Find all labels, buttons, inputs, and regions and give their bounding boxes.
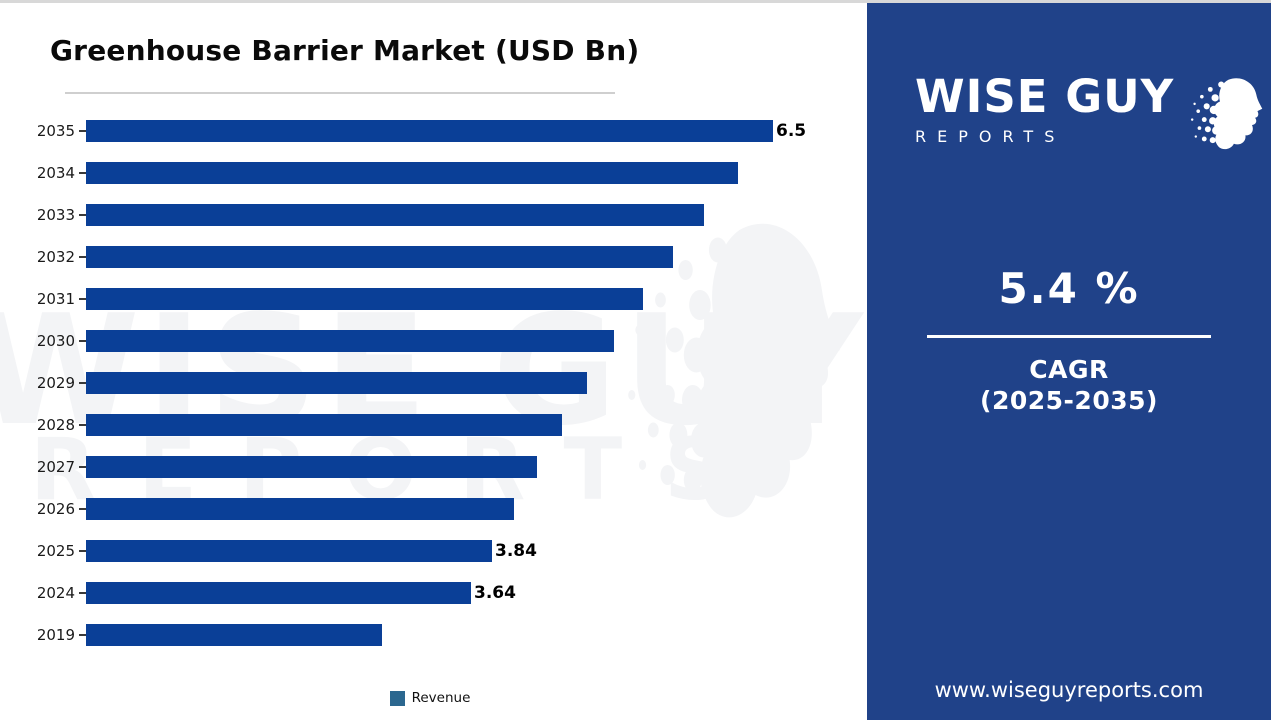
y-tick-label: 2035 <box>36 122 75 140</box>
revenue-bar <box>86 204 704 226</box>
revenue-bar <box>86 540 492 562</box>
y-tick-mark <box>79 508 86 510</box>
legend-label-revenue: Revenue <box>411 690 471 706</box>
y-tick-mark <box>79 550 86 552</box>
revenue-bar <box>86 456 537 478</box>
bar-row: 2024 3.64 <box>0 572 867 614</box>
cagr-label-line2: (2025-2035) <box>980 386 1158 416</box>
bar-row: 2019 <box>0 614 867 656</box>
y-tick-label: 2027 <box>36 458 75 476</box>
y-tick-label: 2029 <box>36 374 75 392</box>
y-tick-label: 2028 <box>36 416 75 434</box>
revenue-bar <box>86 582 471 604</box>
y-tick-mark <box>79 634 86 636</box>
cagr-label: CAGR (2025-2035) <box>980 354 1158 417</box>
y-tick-mark <box>79 592 86 594</box>
y-tick-label: 2025 <box>36 542 75 560</box>
y-tick-mark <box>79 340 86 342</box>
revenue-bar <box>86 120 773 142</box>
legend-swatch-revenue <box>389 690 405 706</box>
y-tick-mark <box>79 214 86 216</box>
revenue-bar <box>86 330 614 352</box>
logo-text: WISE GUY REPORTS <box>915 70 1174 146</box>
revenue-bar <box>86 162 738 184</box>
logo-wiseguy-text: WISE GUY <box>915 70 1175 123</box>
y-tick-label: 2034 <box>36 164 75 182</box>
bar-row: 2034 <box>0 152 867 194</box>
y-tick-label: 2030 <box>36 332 75 350</box>
bar-row: 2033 <box>0 194 867 236</box>
bar-rows: 2035 6.5 2034 2033 2032 2031 2030 2029 2028 2027 2… <box>0 110 867 656</box>
revenue-bar <box>86 246 673 268</box>
logo-head-icon <box>1191 78 1263 150</box>
bar-value-label: 6.5 <box>776 121 807 141</box>
chart-title: Greenhouse Barrier Market (USD Bn) <box>50 34 640 67</box>
bar-row: 2029 <box>0 362 867 404</box>
bar-row: 2027 <box>0 446 867 488</box>
revenue-bar <box>86 498 514 520</box>
revenue-bar <box>86 414 562 436</box>
brand-panel: WISE GUY REPORTS 5.4 % CAGR <box>867 0 1271 720</box>
y-tick-mark <box>79 382 86 384</box>
bar-row: 2031 <box>0 278 867 320</box>
bar-row: 2026 <box>0 488 867 530</box>
revenue-bar <box>86 624 382 646</box>
revenue-bar <box>86 288 643 310</box>
cagr-divider <box>927 335 1211 338</box>
top-border-strip <box>0 0 1271 3</box>
title-divider <box>65 92 615 94</box>
bar-value-label: 3.64 <box>474 583 516 603</box>
y-tick-label: 2019 <box>36 626 75 644</box>
y-tick-mark <box>79 424 86 426</box>
bar-row: 2032 <box>0 236 867 278</box>
bar-row: 2025 3.84 <box>0 530 867 572</box>
cagr-value: 5.4 % <box>998 264 1140 313</box>
legend: Revenue <box>0 690 860 706</box>
website-url: www.wiseguyreports.com <box>934 678 1204 702</box>
y-tick-label: 2031 <box>36 290 75 308</box>
y-tick-mark <box>79 256 86 258</box>
wise-guy-logo: WISE GUY REPORTS <box>867 52 1271 186</box>
logo-reports-text: REPORTS <box>915 127 1066 146</box>
y-tick-mark <box>79 298 86 300</box>
y-tick-label: 2033 <box>36 206 75 224</box>
y-tick-mark <box>79 172 86 174</box>
chart-section: WISE GUY REPORTS Greenhouse Barrier Mark… <box>0 34 867 706</box>
y-tick-label: 2024 <box>36 584 75 602</box>
bar-value-label: 3.84 <box>495 541 537 561</box>
y-tick-mark <box>79 130 86 132</box>
y-tick-label: 2032 <box>36 248 75 266</box>
y-tick-label: 2026 <box>36 500 75 518</box>
y-tick-mark <box>79 466 86 468</box>
bar-row: 2035 6.5 <box>0 110 867 152</box>
revenue-bar <box>86 372 587 394</box>
bar-row: 2028 <box>0 404 867 446</box>
bar-row: 2030 <box>0 320 867 362</box>
cagr-label-line1: CAGR <box>1029 355 1109 384</box>
